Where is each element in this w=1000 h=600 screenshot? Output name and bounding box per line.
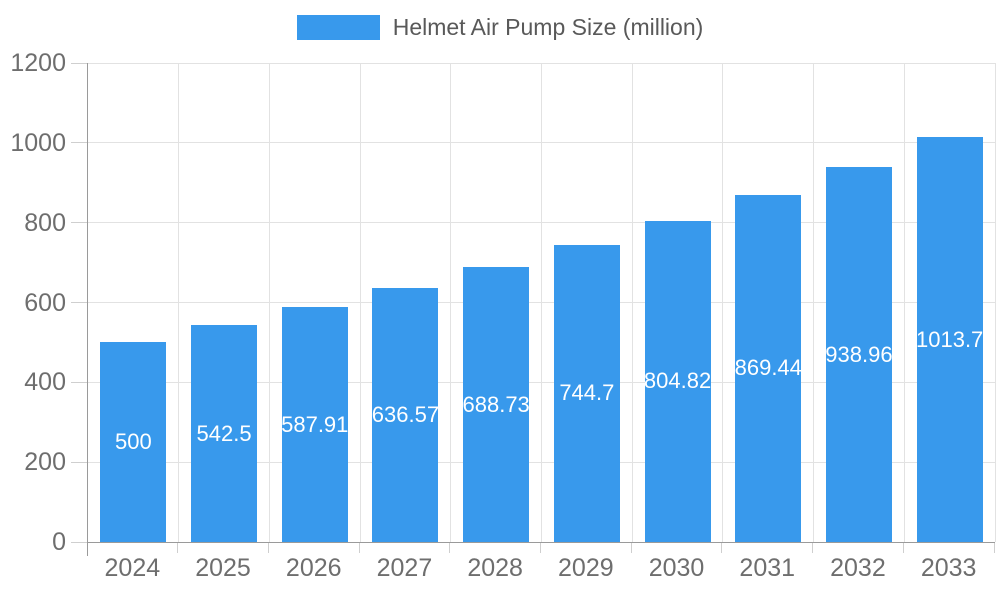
chart-legend[interactable]: Helmet Air Pump Size (million) <box>0 14 1000 41</box>
x-tick <box>449 543 451 553</box>
bar-value-label: 542.5 <box>196 420 252 446</box>
bar-value-label: 636.57 <box>372 401 439 427</box>
y-tick <box>71 302 87 303</box>
y-axis-ticks <box>71 62 87 543</box>
bar-2027[interactable]: 636.57 <box>372 287 439 542</box>
bar-2024[interactable]: 500 <box>100 342 167 542</box>
v-gridline <box>813 63 815 542</box>
x-axis-label: 2026 <box>285 554 342 582</box>
x-tick <box>630 543 632 553</box>
v-gridline <box>722 63 724 542</box>
y-axis-label: 0 <box>52 528 66 556</box>
y-tick <box>71 541 87 543</box>
x-axis-label: 2030 <box>648 554 705 582</box>
v-gridline <box>903 63 905 542</box>
v-gridline <box>268 63 270 542</box>
bar-value-label: 587.91 <box>281 411 348 437</box>
x-axis-label: 2028 <box>467 554 523 582</box>
x-tick <box>721 543 723 553</box>
y-axis-label: 1200 <box>10 49 66 77</box>
x-tick <box>358 543 360 553</box>
bar-value-label: 938.96 <box>825 341 892 367</box>
bar-2030[interactable]: 804.82 <box>644 220 711 542</box>
bar-2025[interactable]: 542.5 <box>191 325 258 542</box>
bar-value-label: 744.7 <box>559 380 615 406</box>
y-axis-label: 600 <box>24 288 66 317</box>
legend-label: Helmet Air Pump Size (million) <box>392 14 704 40</box>
y-tick <box>71 222 87 224</box>
plot-area[interactable]: 500 542.5 587.91 636.57 688.73 744.7 804.82 869… <box>87 62 996 543</box>
x-tick <box>86 543 88 556</box>
y-tick <box>71 461 87 463</box>
x-axis-label: 2032 <box>830 554 886 582</box>
x-axis-label: 2031 <box>739 554 796 582</box>
bar-value-label: 500 <box>114 429 152 455</box>
bar-value-label: 1013.7 <box>916 326 983 352</box>
y-axis-label: 200 <box>24 448 66 477</box>
x-tick <box>812 543 814 553</box>
v-gridline <box>359 63 361 542</box>
x-axis-label: 2024 <box>104 554 161 582</box>
x-axis-label: 2033 <box>920 554 977 582</box>
y-axis-label: 1000 <box>10 128 66 157</box>
bar-value-label: 869.44 <box>735 355 802 381</box>
v-gridline <box>178 63 180 542</box>
x-axis-label: 2027 <box>376 554 433 582</box>
v-gridline <box>631 63 633 542</box>
y-tick <box>71 62 87 64</box>
x-axis-label: 2025 <box>195 554 251 582</box>
bar-2029[interactable]: 744.7 <box>553 244 620 542</box>
x-tick <box>993 543 995 553</box>
v-gridline <box>541 63 542 542</box>
x-axis-label: 2029 <box>558 554 614 582</box>
y-axis-label: 400 <box>24 368 66 397</box>
y-axis-label: 800 <box>24 208 66 237</box>
x-tick <box>177 543 179 553</box>
bar-2032[interactable]: 938.96 <box>825 167 892 542</box>
y-tick <box>71 142 87 144</box>
legend-swatch-icon <box>296 15 380 40</box>
bar-2033[interactable]: 1013.7 <box>916 137 983 542</box>
bar-2031[interactable]: 869.44 <box>735 194 802 542</box>
bar-2026[interactable]: 587.91 <box>281 307 348 542</box>
bar-value-label: 688.73 <box>463 391 530 417</box>
x-tick <box>267 543 269 553</box>
y-axis-labels: 0 200 400 600 800 1000 1200 <box>0 49 66 556</box>
x-tick <box>540 543 541 553</box>
v-gridline <box>450 63 452 542</box>
x-axis-ticks <box>86 543 995 557</box>
x-tick <box>902 543 904 553</box>
bar-value-label: 804.82 <box>644 368 711 394</box>
x-axis-labels: 2024 2025 2026 2027 2028 2029 2030 2031 2032 2033 <box>87 553 994 583</box>
bar-2028[interactable]: 688.73 <box>463 267 530 542</box>
v-gridline <box>994 63 996 542</box>
y-tick <box>71 381 87 383</box>
